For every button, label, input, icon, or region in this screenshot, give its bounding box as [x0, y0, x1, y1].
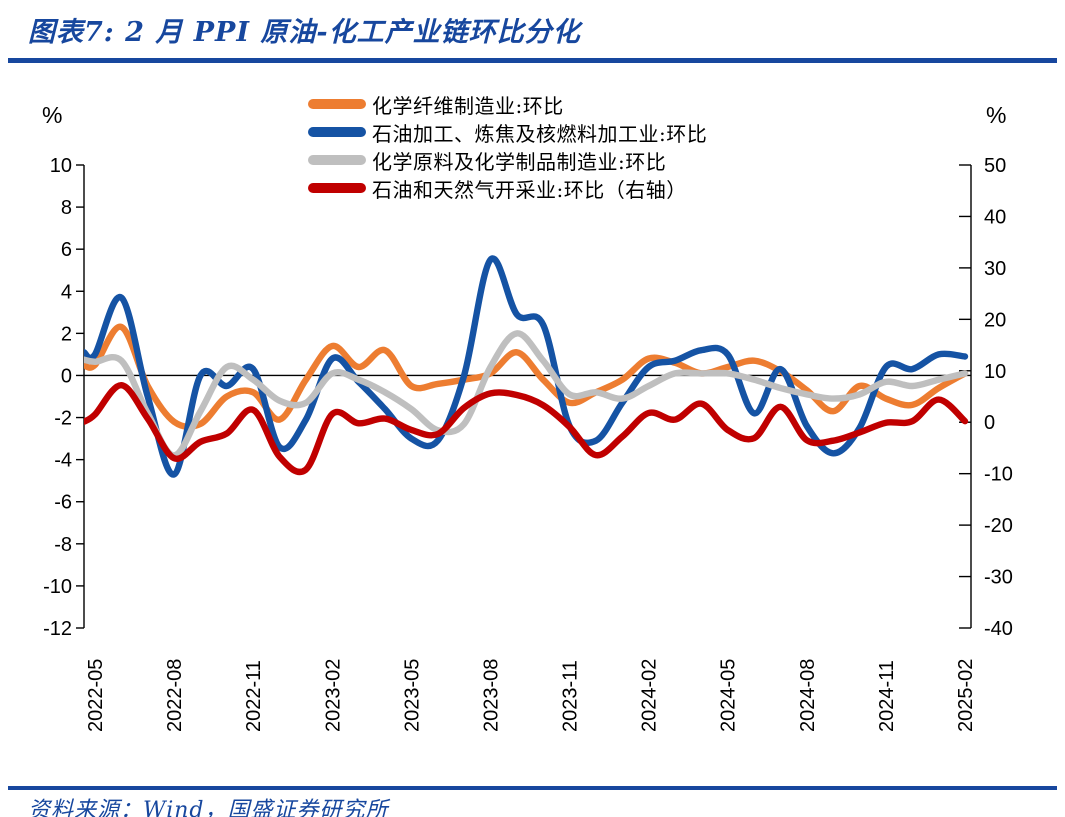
left-axis-tick-label: 10 [50, 155, 72, 177]
left-axis-tick-label: 4 [61, 281, 72, 303]
right-axis-tick-label: -40 [984, 618, 1013, 640]
left-axis-tick-label: -4 [54, 450, 72, 472]
x-axis-tick-label: 2024-11 [876, 660, 898, 732]
x-axis-tick-label: 2023-11 [560, 660, 582, 732]
right-axis-unit-label: % [986, 102, 1007, 128]
legend-item-0: 化学纤维制造业:环比 [308, 90, 707, 118]
right-axis-tick-label: 10 [984, 361, 1006, 383]
chart-title: 图表7: 2 月 PPI 原油-化工产业链环比分化 [28, 17, 581, 48]
x-axis-tick-label: 2023-08 [480, 659, 502, 732]
legend-swatch-3 [308, 183, 366, 193]
left-axis-tick-label: -12 [43, 618, 72, 640]
legend-swatch-0 [308, 99, 366, 109]
series-line-2 [84, 330, 969, 459]
right-axis-tick-label: 30 [984, 258, 1006, 280]
legend-item-1: 石油加工、炼焦及核燃料加工业:环比 [308, 118, 707, 146]
left-axis-tick-label: -2 [54, 408, 72, 430]
left-axis-tick-label: -10 [43, 576, 72, 598]
legend-label-1: 石油加工、炼焦及核燃料加工业:环比 [372, 121, 708, 146]
legend-swatch-1 [308, 127, 366, 137]
right-axis-tick-label: 0 [984, 412, 995, 434]
x-axis-tick-label: 2023-02 [322, 659, 344, 732]
left-axis-tick-label: -6 [54, 492, 72, 514]
left-axis-unit-label: % [42, 102, 63, 128]
right-axis-tick-label: 50 [984, 155, 1006, 177]
left-axis-tick-label: 2 [61, 323, 72, 345]
legend-label-0: 化学纤维制造业:环比 [372, 93, 564, 118]
right-axis-tick-label: -10 [984, 464, 1013, 486]
right-axis-tick-label: 40 [984, 206, 1006, 228]
legend-swatch-2 [308, 155, 366, 165]
x-axis-tick-label: 2022-11 [243, 660, 265, 732]
right-axis-tick-label: -30 [984, 567, 1013, 589]
x-axis-tick-label: 2022-08 [164, 659, 186, 732]
right-axis-tick-label: -20 [984, 515, 1013, 537]
legend-label-2: 化学原料及化学制品制造业:环比 [372, 149, 667, 174]
legend-item-2: 化学原料及化学制品制造业:环比 [308, 146, 707, 174]
left-axis-tick-label: -8 [54, 534, 72, 556]
left-axis-tick-label: 6 [61, 239, 72, 261]
x-axis-tick-label: 2025-02 [955, 659, 977, 732]
x-axis-tick-label: 2024-05 [718, 659, 740, 732]
footer-divider-rule [8, 786, 1057, 790]
right-axis-tick-label: 20 [984, 309, 1006, 331]
series-line-1 [84, 255, 969, 478]
x-axis-tick-label: 2024-02 [639, 659, 661, 732]
data-source-note: 资料来源：Wind，国盛证券研究所 [28, 798, 389, 817]
left-axis-tick-label: 8 [61, 197, 72, 219]
legend-label-3: 石油和天然气开采业:环比（右轴） [372, 177, 687, 202]
title-divider-rule [8, 58, 1057, 63]
left-axis-tick-label: 0 [61, 365, 72, 387]
chart-legend: 化学纤维制造业:环比石油加工、炼焦及核燃料加工业:环比 化学原料及化学制品制造业:… [308, 90, 707, 202]
x-axis-tick-label: 2023-05 [401, 659, 423, 732]
legend-item-3: 石油和天然气开采业:环比（右轴） [308, 174, 707, 202]
x-axis-tick-label: 2024-08 [797, 659, 819, 732]
series-line-3 [84, 382, 969, 476]
x-axis-tick-label: 2022-05 [85, 659, 107, 732]
